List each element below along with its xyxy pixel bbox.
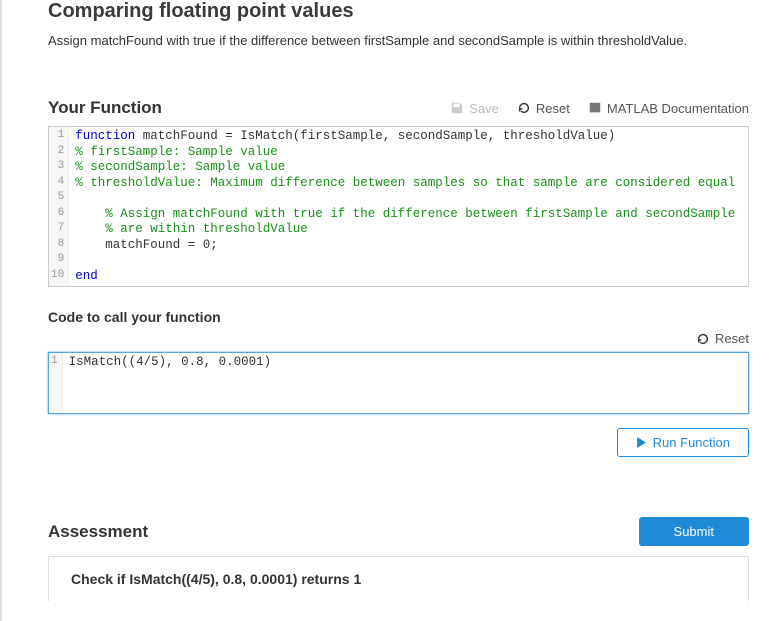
assessment-check: Check if IsMatch((4/5), 0.8, 0.0001) ret… [48,556,749,601]
run-function-button[interactable]: Run Function [617,428,749,457]
submit-button[interactable]: Submit [639,517,749,546]
reset-label: Reset [536,101,570,116]
editor-gutter: 12345678910 [49,127,69,286]
function-editor[interactable]: 12345678910 function matchFound = IsMatc… [48,126,749,287]
doc-label: MATLAB Documentation [607,101,749,116]
doc-button[interactable]: MATLAB Documentation [588,101,749,116]
reset-button[interactable]: Reset [517,101,570,116]
editor-section-title: Your Function [48,98,162,118]
save-button[interactable]: Save [450,101,499,116]
editor-code[interactable]: function matchFound = IsMatch(firstSampl… [69,127,748,286]
caller-code[interactable]: IsMatch((4/5), 0.8, 0.0001) [63,353,748,413]
reset-icon [696,332,710,346]
caller-reset-label: Reset [715,331,749,346]
caller-editor[interactable]: 1 IsMatch((4/5), 0.8, 0.0001) [48,352,749,414]
page-title: Comparing floating point values [48,0,749,23]
editor-toolbar: Save Reset MATLAB Documentation [450,101,749,116]
book-icon [588,101,602,115]
run-function-label: Run Function [653,435,730,450]
save-icon [450,101,464,115]
save-label: Save [469,101,499,116]
caller-label: Code to call your function [48,309,749,325]
assessment-title: Assessment [48,522,148,542]
caller-gutter: 1 [49,353,63,413]
page-description: Assign matchFound with true if the diffe… [48,33,749,48]
play-icon [636,437,647,448]
reset-icon [517,101,531,115]
caller-reset-button[interactable]: Reset [696,331,749,346]
submit-label: Submit [674,524,714,539]
